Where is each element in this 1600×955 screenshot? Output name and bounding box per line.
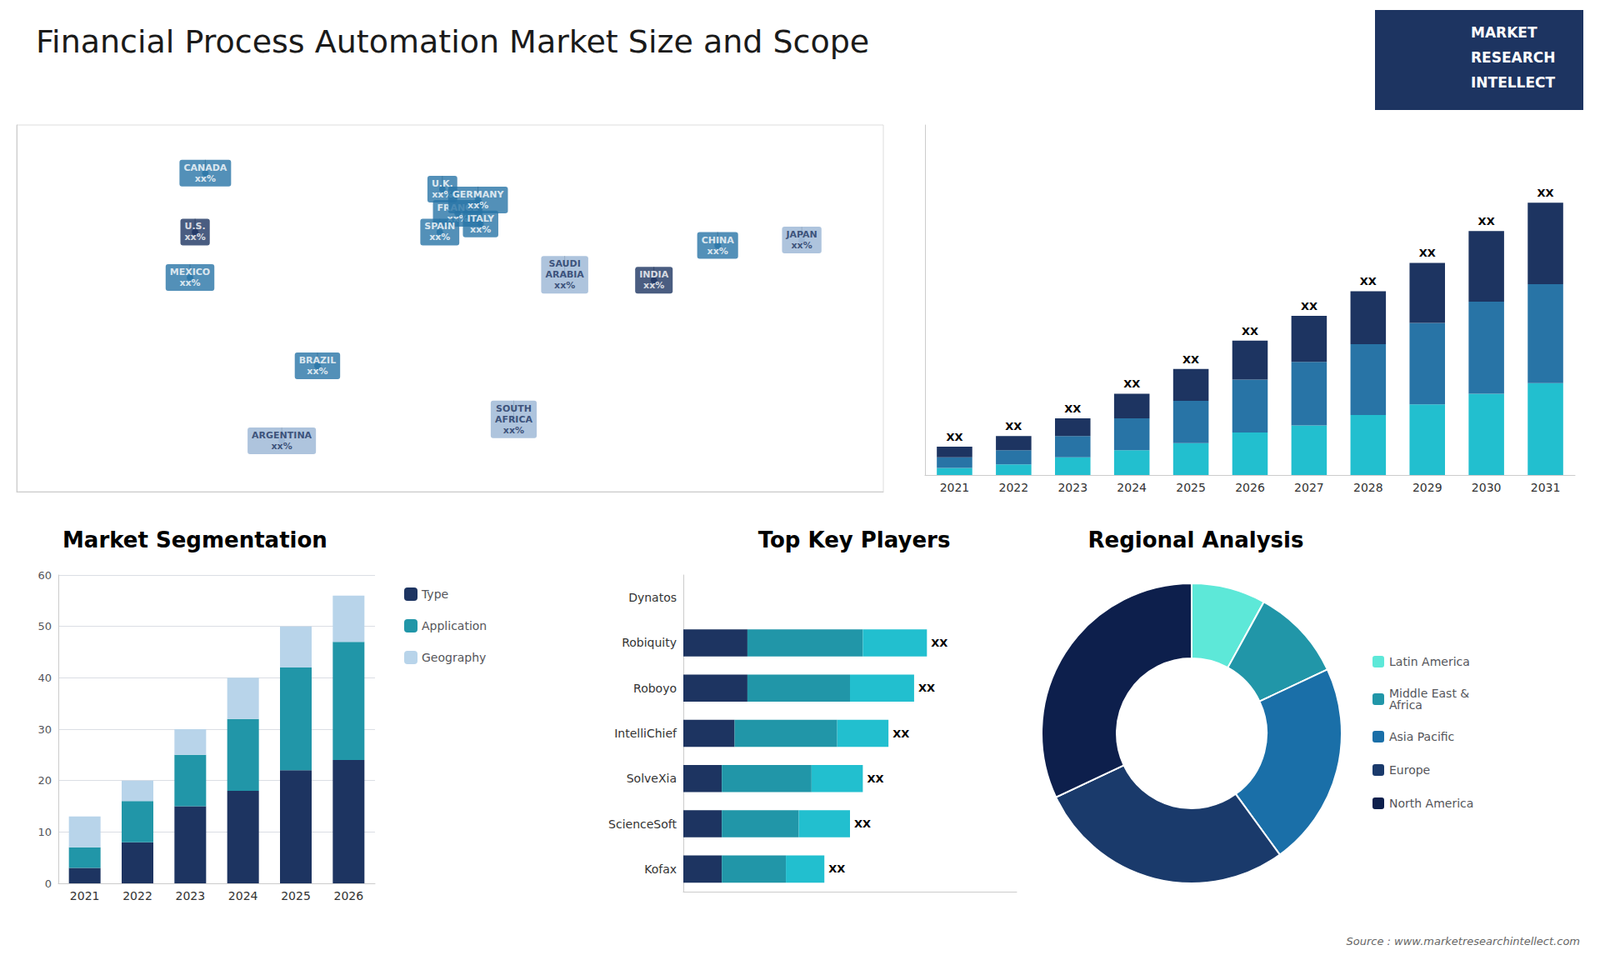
svg-text:Roboyo: Roboyo	[633, 681, 677, 695]
svg-text:2027: 2027	[1294, 480, 1325, 495]
svg-text:U.S.: U.S.	[185, 220, 206, 232]
svg-text:xx%: xx%	[431, 189, 453, 201]
svg-text:Africa: Africa	[1389, 698, 1423, 712]
svg-text:Kofax: Kofax	[644, 862, 677, 876]
svg-text:XX: XX	[1123, 377, 1140, 390]
svg-text:2021: 2021	[70, 889, 100, 903]
svg-text:2024: 2024	[1116, 480, 1147, 495]
svg-text:IntelliChief: IntelliChief	[614, 726, 678, 740]
svg-text:2030: 2030	[1471, 480, 1502, 495]
svg-text:North America: North America	[1389, 796, 1474, 810]
svg-text:Financial Process Automation M: Financial Process Automation Market Size…	[35, 23, 870, 60]
svg-text:XX: XX	[854, 817, 871, 830]
svg-text:INDIA: INDIA	[639, 269, 670, 280]
svg-text:Regional Analysis: Regional Analysis	[1088, 527, 1305, 553]
svg-text:Geography: Geography	[421, 650, 486, 665]
svg-text:CANADA: CANADA	[183, 162, 227, 174]
svg-text:XX: XX	[1537, 186, 1555, 200]
svg-text:0: 0	[45, 877, 52, 890]
svg-text:xx%: xx%	[503, 425, 525, 436]
svg-text:2022: 2022	[999, 480, 1030, 495]
svg-text:2028: 2028	[1353, 480, 1384, 495]
svg-text:SPAIN: SPAIN	[424, 220, 455, 232]
svg-text:xx%: xx%	[643, 280, 665, 291]
svg-text:ARABIA: ARABIA	[545, 269, 585, 280]
svg-text:SolveXia: SolveXia	[626, 771, 677, 785]
svg-text:SOUTH: SOUTH	[495, 403, 532, 415]
svg-text:2021: 2021	[940, 480, 970, 495]
svg-text:RESEARCH: RESEARCH	[1470, 49, 1556, 66]
svg-text:Latin America: Latin America	[1389, 655, 1470, 669]
svg-text:U.K.: U.K.	[431, 178, 454, 190]
svg-text:xx%: xx%	[179, 277, 200, 289]
svg-text:xx%: xx%	[467, 200, 489, 211]
svg-text:xx%: xx%	[306, 365, 328, 377]
svg-text:XX: XX	[930, 636, 948, 650]
svg-text:2025: 2025	[280, 889, 311, 903]
svg-text:BRAZIL: BRAZIL	[299, 355, 336, 366]
svg-text:xx%: xx%	[185, 231, 206, 243]
svg-text:2026: 2026	[1235, 480, 1265, 495]
svg-text:ScienceSoft: ScienceSoft	[608, 817, 677, 831]
svg-text:XX: XX	[866, 772, 884, 785]
svg-text:2022: 2022	[122, 889, 153, 903]
svg-text:XX: XX	[1478, 215, 1495, 228]
svg-text:CHINA: CHINA	[701, 235, 735, 246]
svg-text:AFRICA: AFRICA	[495, 414, 534, 425]
svg-text:XX: XX	[1005, 420, 1022, 433]
svg-text:2029: 2029	[1412, 480, 1443, 495]
svg-text:Application: Application	[421, 619, 487, 633]
svg-text:10: 10	[37, 825, 52, 839]
svg-text:Middle East &: Middle East &	[1389, 686, 1470, 700]
svg-text:Europe: Europe	[1389, 763, 1430, 777]
svg-text:ARGENTINA: ARGENTINA	[251, 430, 313, 441]
svg-text:2025: 2025	[1175, 480, 1206, 495]
svg-text:INTELLECT: INTELLECT	[1470, 74, 1556, 91]
svg-text:MEXICO: MEXICO	[170, 266, 210, 278]
svg-text:2023: 2023	[1057, 480, 1088, 495]
svg-text:ITALY: ITALY	[466, 213, 495, 225]
svg-text:Market Segmentation: Market Segmentation	[62, 527, 328, 553]
svg-text:xx%: xx%	[554, 280, 575, 291]
svg-text:GERMANY: GERMANY	[452, 189, 505, 200]
svg-text:Top Key Players: Top Key Players	[758, 527, 951, 553]
svg-text:2023: 2023	[175, 889, 206, 903]
svg-text:XX: XX	[1300, 300, 1318, 313]
svg-text:SAUDI: SAUDI	[549, 258, 581, 270]
svg-text:50: 50	[37, 620, 52, 633]
svg-text:XX: XX	[1419, 246, 1436, 260]
svg-text:2026: 2026	[334, 889, 365, 903]
svg-text:Asia Pacific: Asia Pacific	[1389, 730, 1455, 744]
svg-text:2031: 2031	[1530, 480, 1561, 495]
svg-text:XX: XX	[1241, 325, 1259, 338]
svg-text:XX: XX	[892, 727, 910, 740]
svg-text:JAPAN: JAPAN	[785, 229, 817, 240]
svg-text:XX: XX	[918, 681, 935, 695]
svg-text:Robiquity: Robiquity	[621, 635, 677, 650]
svg-text:xx%: xx%	[707, 245, 729, 257]
svg-text:XX: XX	[945, 430, 963, 444]
svg-text:xx%: xx%	[791, 240, 813, 251]
svg-text:Source : www.marketresearchint: Source : www.marketresearchintellect.com	[1346, 935, 1581, 948]
svg-text:xx%: xx%	[195, 173, 216, 185]
svg-text:xx%: xx%	[470, 224, 491, 235]
svg-text:XX: XX	[1360, 275, 1377, 288]
svg-text:40: 40	[37, 671, 52, 685]
svg-text:xx%: xx%	[429, 231, 450, 243]
svg-text:XX: XX	[1064, 402, 1081, 415]
svg-text:xx%: xx%	[271, 440, 293, 452]
svg-text:20: 20	[37, 774, 52, 787]
svg-text:Dynatos: Dynatos	[628, 590, 677, 605]
svg-text:MARKET: MARKET	[1470, 24, 1538, 41]
svg-text:30: 30	[37, 723, 52, 736]
svg-text:Type: Type	[420, 587, 449, 601]
svg-text:XX: XX	[828, 862, 845, 875]
svg-text:XX: XX	[1182, 353, 1200, 366]
svg-text:2024: 2024	[228, 889, 259, 903]
svg-text:60: 60	[37, 569, 52, 582]
